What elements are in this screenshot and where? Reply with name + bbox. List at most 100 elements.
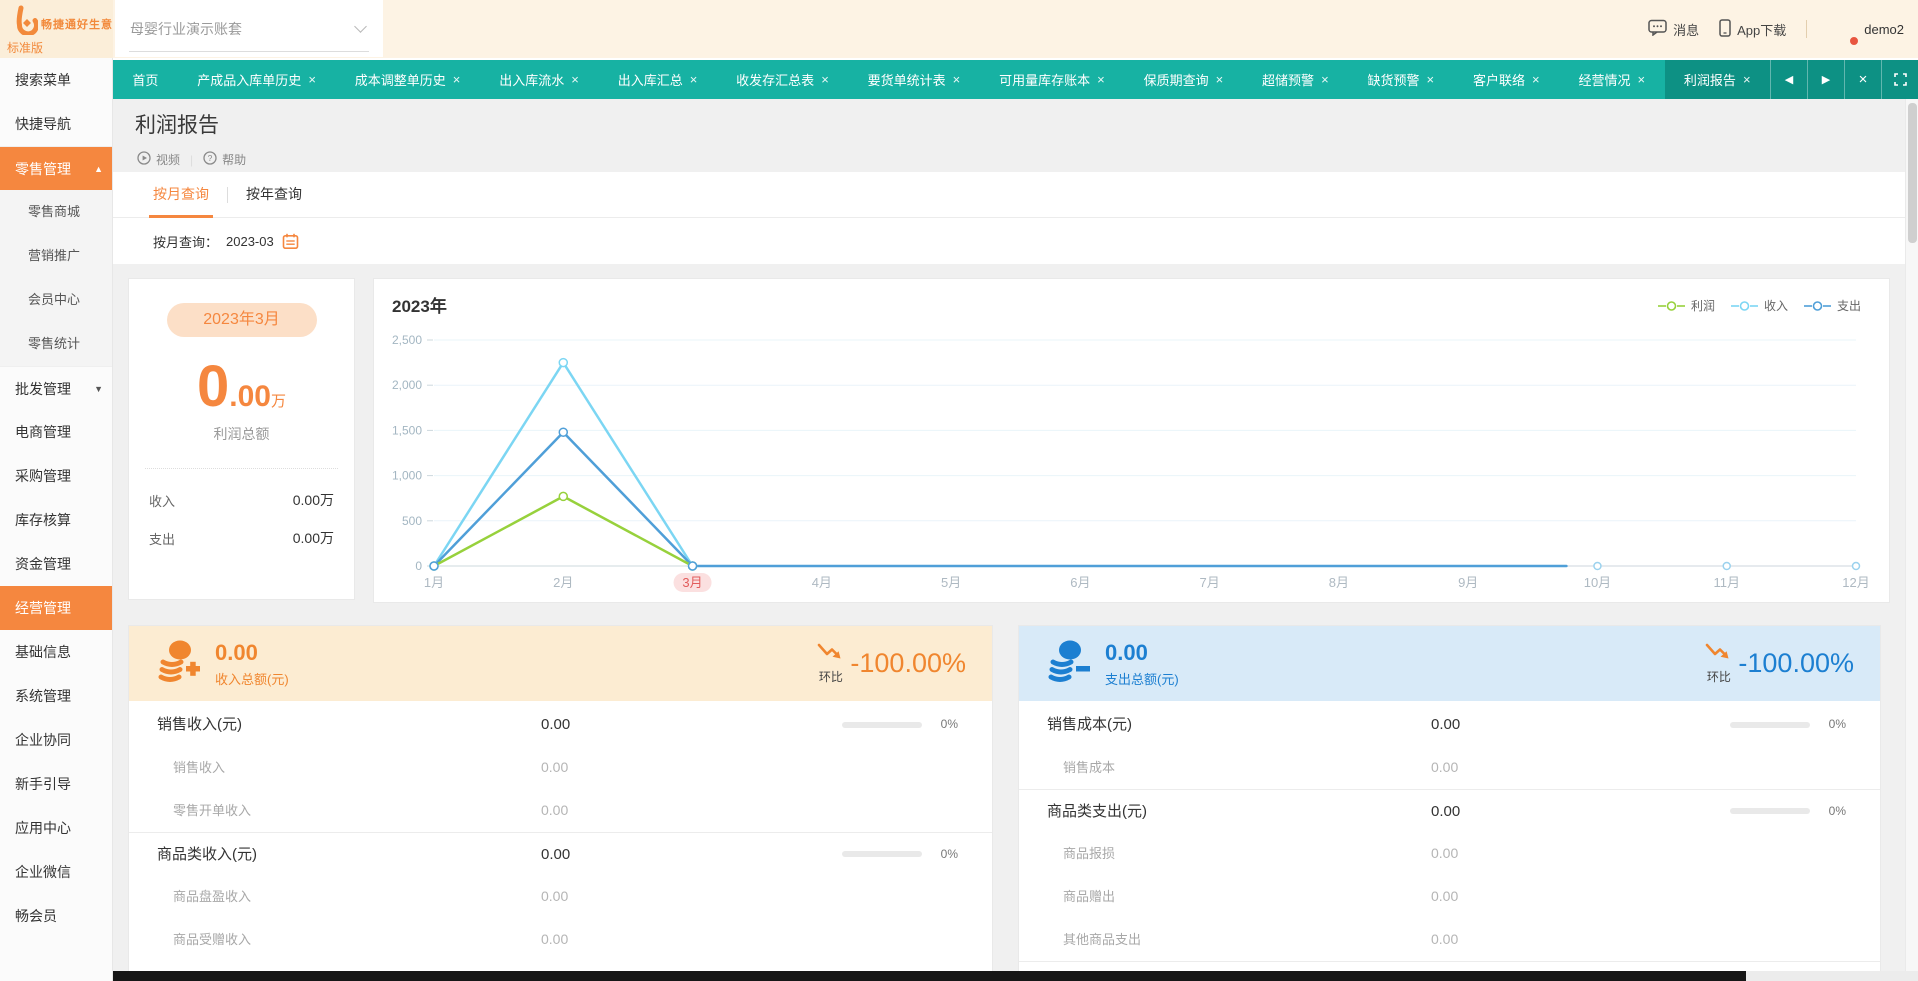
calendar-icon[interactable]: [282, 233, 299, 250]
tab-close-icon[interactable]: ×: [308, 72, 316, 87]
vertical-scrollbar[interactable]: [1905, 99, 1918, 971]
tab-收发存汇总表[interactable]: 收发存汇总表 ×: [717, 60, 848, 99]
sidebar-item-label: 采购管理: [15, 468, 71, 484]
tab-出入库流水[interactable]: 出入库流水 ×: [480, 60, 598, 99]
tab-close-icon[interactable]: ×: [952, 72, 961, 87]
divider: [1806, 20, 1808, 38]
account-select[interactable]: 母婴行业演示账套: [115, 0, 383, 57]
messages-button[interactable]: 消息: [1648, 19, 1699, 39]
horizontal-scrollbar-thumb[interactable]: [113, 971, 1746, 981]
sidebar-item-新手引导[interactable]: 新手引导: [0, 762, 112, 806]
summary-row-收入: 收入 0.00万: [149, 481, 334, 519]
tab-超储预警[interactable]: 超储预警 ×: [1243, 60, 1348, 99]
vertical-scrollbar-thumb[interactable]: [1908, 103, 1917, 243]
tab-保质期查询[interactable]: 保质期查询 ×: [1124, 60, 1242, 99]
horizontal-scrollbar[interactable]: [113, 971, 1918, 981]
tab-close-icon[interactable]: ×: [452, 72, 461, 87]
sidebar-item-零售商城[interactable]: 零售商城: [0, 190, 112, 234]
tab-客户联络[interactable]: 客户联络 ×: [1454, 60, 1559, 99]
app-download-button[interactable]: App下载: [1719, 18, 1786, 40]
open-tabs: 首页 产成品入库单历史 × 成本调整单历史 × 出入库流水 × 出入库汇总 × 收发存汇总表 × 要货…: [113, 60, 1770, 99]
user-menu[interactable]: demo2: [1827, 14, 1904, 46]
svg-text:7月: 7月: [1200, 575, 1220, 590]
tab-产成品入库单历史[interactable]: 产成品入库单历史 ×: [178, 60, 335, 99]
tab-close-icon[interactable]: ×: [1532, 72, 1540, 87]
tab-close-icon[interactable]: ×: [821, 72, 829, 87]
tab-query-by-year[interactable]: 按年查询: [246, 185, 302, 202]
tab-close-icon[interactable]: ×: [1321, 72, 1329, 87]
help-link[interactable]: ? 帮助: [203, 151, 246, 168]
tab-close-icon[interactable]: ×: [1637, 72, 1646, 87]
tab-close-icon[interactable]: ×: [1426, 72, 1435, 87]
svg-text:10月: 10月: [1584, 575, 1611, 590]
sidebar-item-零售管理[interactable]: 零售管理 ▲: [0, 146, 112, 190]
legend-item-收入[interactable]: 收入: [1730, 297, 1788, 314]
profit-total-label: 利润总额: [213, 426, 270, 442]
progress-percent: 0%: [1828, 804, 1846, 818]
sidebar-item-搜索菜单[interactable]: 搜索菜单: [0, 58, 112, 102]
sidebar-item-库存核算[interactable]: 库存核算: [0, 498, 112, 542]
tab-缺货预警[interactable]: 缺货预警 ×: [1348, 60, 1453, 99]
sidebar-item-label: 企业微信: [15, 864, 71, 880]
sidebar-item-零售统计[interactable]: 零售统计: [0, 322, 112, 366]
sidebar-item-基础信息[interactable]: 基础信息: [0, 630, 112, 674]
tab-成本调整单历史[interactable]: 成本调整单历史 ×: [335, 60, 479, 99]
sidebar-item-label: 应用中心: [15, 820, 71, 836]
video-link[interactable]: 视频: [137, 151, 180, 168]
fullscreen-button[interactable]: [1881, 60, 1918, 99]
svg-text:3月: 3月: [682, 575, 702, 590]
tab-label: 客户联络: [1472, 73, 1525, 88]
sidebar-item-采购管理[interactable]: 采购管理: [0, 454, 112, 498]
play-icon: [137, 151, 151, 168]
prev-tab-button[interactable]: ◀: [1770, 60, 1807, 99]
sidebar-item-畅会员[interactable]: 畅会员: [0, 894, 112, 938]
legend-item-利润[interactable]: 利润: [1657, 297, 1715, 314]
date-filter-value[interactable]: 2023-03: [226, 233, 274, 249]
stat-row-value: 0.00: [541, 846, 571, 863]
stat-row-label: 商品类支出(元): [1047, 803, 1147, 820]
tab-出入库汇总[interactable]: 出入库汇总 ×: [598, 60, 716, 99]
chart-title: 2023年: [392, 297, 447, 316]
tab-经营情况[interactable]: 经营情况 ×: [1559, 60, 1664, 99]
tab-close-icon[interactable]: ×: [1742, 72, 1751, 87]
svg-text:2月: 2月: [553, 575, 573, 590]
tab-close-icon[interactable]: ×: [1215, 72, 1224, 87]
sidebar-item-快捷导航[interactable]: 快捷导航: [0, 102, 112, 146]
tab-首页[interactable]: 首页: [113, 60, 178, 99]
svg-text:0: 0: [415, 559, 422, 573]
tab-利润报告[interactable]: 利润报告 ×: [1664, 60, 1770, 99]
tab-query-by-month[interactable]: 按月查询: [149, 172, 213, 218]
tab-close-icon[interactable]: ×: [1097, 72, 1105, 87]
sidebar: 搜索菜单 快捷导航 零售管理 ▲ 零售商城营销推广 会员中心零售统计批发管理 ▼ 电商管理采购…: [0, 58, 113, 981]
sidebar-item-资金管理[interactable]: 资金管理: [0, 542, 112, 586]
legend-marker-icon: [1657, 300, 1685, 311]
sidebar-item-经营管理[interactable]: 经营管理: [0, 586, 112, 630]
sidebar-item-批发管理[interactable]: 批发管理 ▼: [0, 366, 112, 410]
tab-label: 要货单统计表: [867, 73, 946, 88]
sidebar-item-label: 零售商城: [28, 204, 81, 219]
stat-row-label: 销售成本(元): [1047, 716, 1132, 733]
stat-row-label: 销售成本: [1063, 760, 1116, 775]
date-filter-label: 按月查询：: [153, 234, 219, 250]
sidebar-item-应用中心[interactable]: 应用中心: [0, 806, 112, 850]
next-tab-button[interactable]: ▶: [1807, 60, 1844, 99]
tab-close-icon[interactable]: ×: [571, 72, 579, 87]
stat-row-商品类支出(元): 商品类支出(元) 0.00 0%: [1019, 789, 1880, 832]
svg-text:5月: 5月: [941, 575, 961, 590]
stat-row-label: 商品盘盈收入: [173, 889, 252, 904]
tab-close-icon[interactable]: ×: [689, 72, 698, 87]
sidebar-item-电商管理[interactable]: 电商管理: [0, 410, 112, 454]
profit-line-chart: 0 500 1,000 1,500 2,000 2,500 1月 2月 3月 4月 5月 6月 7月 8月…: [392, 333, 1870, 592]
tab-label: 利润报告: [1683, 73, 1736, 88]
sidebar-item-营销推广[interactable]: 营销推广: [0, 234, 112, 278]
sidebar-item-会员中心[interactable]: 会员中心: [0, 278, 112, 322]
legend-item-支出[interactable]: 支出: [1803, 297, 1861, 314]
sidebar-item-label: 零售统计: [28, 336, 81, 351]
tab-可用量库存账本[interactable]: 可用量库存账本 ×: [980, 60, 1124, 99]
sidebar-item-企业微信[interactable]: 企业微信: [0, 850, 112, 894]
messages-label: 消息: [1673, 22, 1700, 38]
tab-要货单统计表[interactable]: 要货单统计表 ×: [848, 60, 979, 99]
sidebar-item-企业协同[interactable]: 企业协同: [0, 718, 112, 762]
close-tabs-button[interactable]: ×: [1844, 60, 1881, 99]
sidebar-item-系统管理[interactable]: 系统管理: [0, 674, 112, 718]
